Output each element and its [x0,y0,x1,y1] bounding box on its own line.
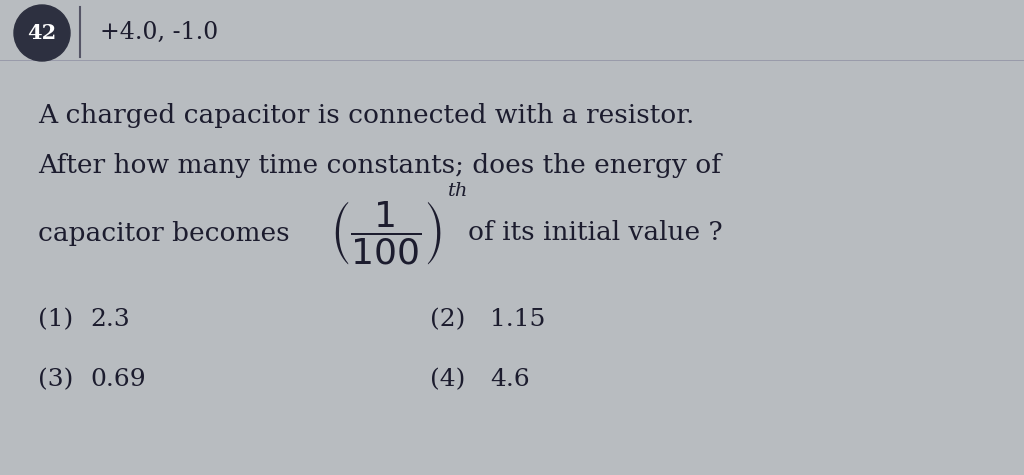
Text: (4): (4) [430,369,465,391]
Text: th: th [449,182,468,200]
Text: of its initial value ?: of its initial value ? [468,220,723,246]
Text: (2): (2) [430,308,465,332]
Text: 0.69: 0.69 [90,369,145,391]
Circle shape [14,5,70,61]
Text: A charged capacitor is connected with a resistor.: A charged capacitor is connected with a … [38,103,694,127]
Text: $\left(\dfrac{1}{100}\right)$: $\left(\dfrac{1}{100}\right)$ [330,200,442,266]
Text: 4.6: 4.6 [490,369,529,391]
Text: 1.15: 1.15 [490,308,546,332]
Text: (3): (3) [38,369,74,391]
Text: (1): (1) [38,308,74,332]
Text: After how many time constants; does the energy of: After how many time constants; does the … [38,152,721,178]
Text: 42: 42 [28,23,56,43]
Text: 2.3: 2.3 [90,308,130,332]
Text: +4.0, -1.0: +4.0, -1.0 [100,20,218,44]
Text: capacitor becomes: capacitor becomes [38,220,290,246]
